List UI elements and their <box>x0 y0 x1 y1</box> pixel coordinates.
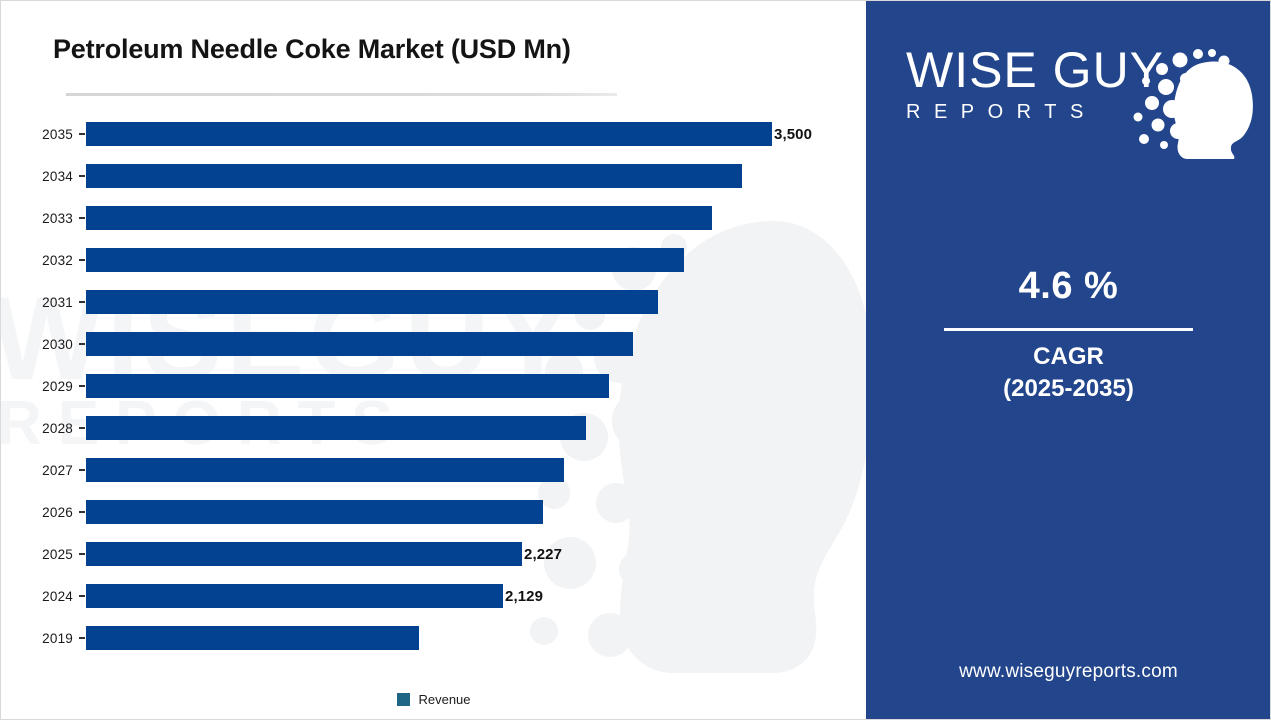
chart-row: 2026 <box>1 491 866 533</box>
y-axis-tick-mark <box>79 175 85 177</box>
y-axis-tick-label: 2028 <box>42 420 73 436</box>
y-axis-tick-mark <box>79 385 85 387</box>
y-axis-tick-mark <box>79 259 85 261</box>
logo-subtitle: REPORTS <box>906 101 1097 123</box>
cagr-label-line-2: (2025-2035) <box>1003 374 1134 402</box>
bar-2019 <box>86 626 419 650</box>
chart-row: 2029 <box>1 365 866 407</box>
bar-chart-plot: 2035 3,500 2034 2033 2032 2031 2030 2029 2028 202… <box>1 113 866 661</box>
chart-row: 2030 <box>1 323 866 365</box>
legend-swatch-revenue <box>397 693 411 706</box>
y-axis-tick-label: 2025 <box>42 546 73 562</box>
cagr-label: CAGR (2025-2035) <box>866 341 1270 404</box>
cagr-label-line-1: CAGR <box>1033 343 1104 370</box>
bar-2025 <box>86 542 522 566</box>
y-axis-tick-label: 2033 <box>42 210 73 226</box>
bar-2035 <box>86 122 772 146</box>
y-axis-tick-label: 2029 <box>42 378 73 394</box>
cagr-divider <box>944 328 1193 331</box>
y-axis-tick-label: 2024 <box>42 588 73 604</box>
bar-2028 <box>86 416 586 440</box>
y-axis-tick-label: 2035 <box>42 126 73 142</box>
y-axis-tick-label: 2027 <box>42 462 73 478</box>
y-axis-tick-label: 2031 <box>42 294 73 310</box>
y-axis-tick-label: 2032 <box>42 252 73 268</box>
y-axis-tick-mark <box>79 511 85 513</box>
y-axis-tick-mark <box>79 133 85 135</box>
y-axis-tick-mark <box>79 343 85 345</box>
y-axis-tick-mark <box>79 427 85 429</box>
chart-row: 2025 2,227 <box>1 533 866 575</box>
y-axis-tick-mark <box>79 595 85 597</box>
chart-row: 2031 <box>1 281 866 323</box>
bar-2033 <box>86 206 712 230</box>
bar-2030 <box>86 332 633 356</box>
title-underline <box>66 93 617 96</box>
logo-head-icon <box>1133 49 1253 159</box>
y-axis-tick-mark <box>79 553 85 555</box>
chart-row: 2024 2,129 <box>1 575 866 617</box>
y-axis-tick-label: 2026 <box>42 504 73 520</box>
chart-row: 2034 <box>1 155 866 197</box>
brand-panel: WISE GUY REPORTS 4.6 % CAGR (20 <box>866 0 1271 720</box>
chart-row: 2028 <box>1 407 866 449</box>
chart-row: 2032 <box>1 239 866 281</box>
y-axis-tick-label: 2019 <box>42 630 73 646</box>
chart-row: 2019 <box>1 617 866 659</box>
bar-2034 <box>86 164 742 188</box>
bar-2024 <box>86 584 503 608</box>
y-axis-tick-mark <box>79 469 85 471</box>
chart-row: 2035 3,500 <box>1 113 866 155</box>
bar-2029 <box>86 374 609 398</box>
chart-row: 2033 <box>1 197 866 239</box>
y-axis-tick-mark <box>79 637 85 639</box>
chart-title: Petroleum Needle Coke Market (USD Mn) <box>53 34 571 64</box>
bar-2032 <box>86 248 684 272</box>
chart-legend: Revenue <box>1 692 866 707</box>
y-axis-tick-label: 2030 <box>42 336 73 352</box>
chart-row: 2027 <box>1 449 866 491</box>
y-axis-tick-label: 2034 <box>42 168 73 184</box>
y-axis-tick-mark <box>79 217 85 219</box>
y-axis-tick-mark <box>79 301 85 303</box>
bar-value-label: 2,227 <box>524 545 563 563</box>
logo-wordmark: WISE GUY <box>906 42 1165 98</box>
bar-2027 <box>86 458 564 482</box>
cagr-value: 4.6 % <box>1018 265 1119 307</box>
bar-value-label: 3,500 <box>774 125 813 143</box>
bar-value-label: 2,129 <box>505 587 544 605</box>
bar-2026 <box>86 500 543 524</box>
legend-label-revenue: Revenue <box>418 692 471 707</box>
website-url: www.wiseguyreports.com <box>959 661 1178 682</box>
wiseguy-reports-logo: WISE GUY REPORTS <box>906 42 1253 159</box>
bar-2031 <box>86 290 658 314</box>
